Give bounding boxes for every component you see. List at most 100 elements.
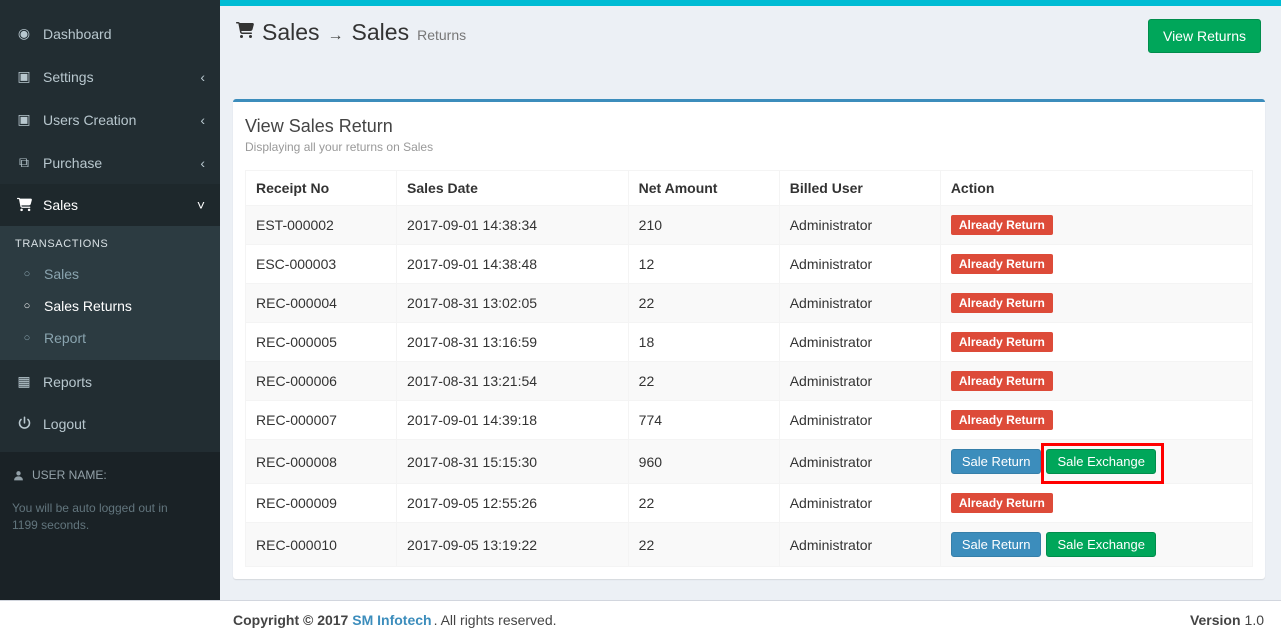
table-row: REC-000006 2017-08-31 13:21:54 22 Admini… xyxy=(244,361,1254,401)
amount-cell: 22 xyxy=(627,522,780,567)
breadcrumb: Sales → Sales Returns xyxy=(236,19,466,46)
action-cell: Already Return xyxy=(939,283,1254,323)
user-cell: Administrator xyxy=(778,244,941,284)
amount-cell: 210 xyxy=(627,205,780,245)
sale-return-button[interactable]: Sale Return xyxy=(950,532,1042,557)
user-cell: Administrator xyxy=(778,439,941,484)
sidebar: ◉ Dashboard ▣ Settings ‹ ▣ Users Creatio… xyxy=(0,0,220,600)
company-link[interactable]: SM Infotech xyxy=(352,612,432,628)
sidebar-item-users-creation[interactable]: ▣ Users Creation ‹ xyxy=(0,98,220,141)
date-cell: 2017-09-01 14:38:48 xyxy=(396,244,629,284)
sidebar-item-purchase[interactable]: ⧉ Purchase ‹ xyxy=(0,141,220,184)
action-cell: Sale Return Sale Exchange xyxy=(939,522,1254,567)
receipt-cell: EST-000002 xyxy=(244,205,398,245)
sidebar-item-label: Purchase xyxy=(43,154,103,171)
amount-cell: 22 xyxy=(627,283,780,323)
table-row: REC-000007 2017-09-01 14:39:18 774 Admin… xyxy=(244,400,1254,440)
column-header-user: Billed User xyxy=(778,170,941,206)
sidebar-item-settings[interactable]: ▣ Settings ‹ xyxy=(0,55,220,98)
auto-logout-line1: You will be auto logged out in xyxy=(12,501,168,515)
receipt-cell: REC-000010 xyxy=(244,522,398,567)
action-cell: Already Return xyxy=(939,322,1254,362)
submenu-item-label: Sales xyxy=(44,266,80,282)
version: Version 1.0 xyxy=(1190,612,1264,628)
table-row: REC-000008 2017-08-31 15:15:30 960 Admin… xyxy=(244,439,1254,484)
column-header-amount: Net Amount xyxy=(627,170,780,206)
action-cell: Already Return xyxy=(939,483,1254,523)
amount-cell: 774 xyxy=(627,400,780,440)
column-header-date: Sales Date xyxy=(396,170,629,206)
sidebar-item-reports[interactable]: ▦ Reports xyxy=(0,360,220,403)
user-cell: Administrator xyxy=(778,205,941,245)
amount-cell: 22 xyxy=(627,361,780,401)
table-row: REC-000004 2017-08-31 13:02:05 22 Admini… xyxy=(244,283,1254,323)
table-row: REC-000009 2017-09-05 12:55:26 22 Admini… xyxy=(244,483,1254,523)
submenu-item-sales[interactable]: ○ Sales xyxy=(0,258,220,290)
action-cell: Already Return xyxy=(939,361,1254,401)
sales-return-box: View Sales Return Displaying all your re… xyxy=(233,99,1265,579)
rights-text: . All rights reserved. xyxy=(433,612,557,628)
footer: Copyright © 2017 SM Infotech. All rights… xyxy=(0,600,1281,639)
transactions-header: TRANSACTIONS xyxy=(15,238,109,250)
box-title: View Sales Return xyxy=(245,116,393,136)
box-subtitle: Displaying all your returns on Sales xyxy=(245,140,434,154)
sidebar-item-label: Dashboard xyxy=(43,25,112,42)
sale-exchange-button[interactable]: Sale Exchange xyxy=(1046,449,1156,474)
column-header-receipt: Receipt No xyxy=(244,170,398,206)
date-cell: 2017-08-31 13:16:59 xyxy=(396,322,629,362)
submenu-item-report[interactable]: ○ Report xyxy=(0,322,220,354)
copy-icon: ⧉ xyxy=(19,154,29,170)
table-row: EST-000002 2017-09-01 14:38:34 210 Admin… xyxy=(244,205,1254,245)
already-return-badge: Already Return xyxy=(950,371,1053,391)
version-label: Version xyxy=(1189,612,1241,628)
desktop-icon: ▣ xyxy=(17,111,31,127)
copyright-text: Copyright © 2017 xyxy=(233,612,349,628)
date-cell: 2017-09-01 14:38:34 xyxy=(396,205,629,245)
top-accent-bar xyxy=(220,0,1281,6)
sidebar-item-label: Reports xyxy=(43,373,93,390)
date-cell: 2017-09-05 13:19:22 xyxy=(396,522,629,567)
sale-exchange-button[interactable]: Sale Exchange xyxy=(1046,532,1156,557)
amount-cell: 12 xyxy=(627,244,780,284)
auto-logout-note: You will be auto logged out in 1199 seco… xyxy=(12,500,208,535)
cart-icon xyxy=(236,21,254,44)
receipt-cell: REC-000005 xyxy=(244,322,398,362)
submenu-item-sales-returns[interactable]: ○ Sales Returns xyxy=(0,290,220,322)
content-header: Sales → Sales Returns View Returns xyxy=(220,6,1281,53)
copyright: Copyright © 2017 SM Infotech. All rights… xyxy=(233,612,557,628)
user-cell: Administrator xyxy=(778,400,941,440)
sidebar-item-logout[interactable]: Logout xyxy=(0,403,220,445)
action-cell: Already Return xyxy=(939,244,1254,284)
user-cell: Administrator xyxy=(778,322,941,362)
already-return-badge: Already Return xyxy=(950,410,1053,430)
submenu-item-label: Report xyxy=(44,330,87,346)
receipt-cell: REC-000006 xyxy=(244,361,398,401)
desktop-icon: ▣ xyxy=(17,68,31,84)
already-return-badge: Already Return xyxy=(950,293,1053,313)
power-icon xyxy=(15,416,33,432)
version-number: 1.0 xyxy=(1244,612,1264,628)
user-cell: Administrator xyxy=(778,483,941,523)
receipt-cell: ESC-000003 xyxy=(244,244,398,284)
sidebar-item-label: Settings xyxy=(43,68,94,85)
sales-submenu: TRANSACTIONS ○ Sales ○ Sales Returns ○ R… xyxy=(0,226,220,360)
receipt-cell: REC-000008 xyxy=(244,439,398,484)
cart-icon xyxy=(15,197,33,213)
date-cell: 2017-09-01 14:39:18 xyxy=(396,400,629,440)
chevron-left-icon: ‹ xyxy=(200,68,205,85)
view-returns-button[interactable]: View Returns xyxy=(1147,19,1261,53)
sales-returns-table: Receipt No Sales Date Net Amount Billed … xyxy=(244,170,1254,567)
red-highlight-annotation: Sale Exchange xyxy=(1041,443,1165,484)
sidebar-item-dashboard[interactable]: ◉ Dashboard xyxy=(0,12,220,55)
table-row: REC-000005 2017-08-31 13:16:59 18 Admini… xyxy=(244,322,1254,362)
table-header-row: Receipt No Sales Date Net Amount Billed … xyxy=(244,170,1254,206)
date-cell: 2017-09-05 12:55:26 xyxy=(396,483,629,523)
column-header-action: Action xyxy=(939,170,1254,206)
sidebar-item-sales[interactable]: Sales ˅ xyxy=(0,184,220,226)
amount-cell: 22 xyxy=(627,483,780,523)
breadcrumb-section: Sales xyxy=(262,19,320,45)
main-area: Sales → Sales Returns View Returns View … xyxy=(220,0,1281,600)
table-row: ESC-000003 2017-09-01 14:38:48 12 Admini… xyxy=(244,244,1254,284)
sale-return-button[interactable]: Sale Return xyxy=(950,449,1042,474)
date-cell: 2017-08-31 13:21:54 xyxy=(396,361,629,401)
